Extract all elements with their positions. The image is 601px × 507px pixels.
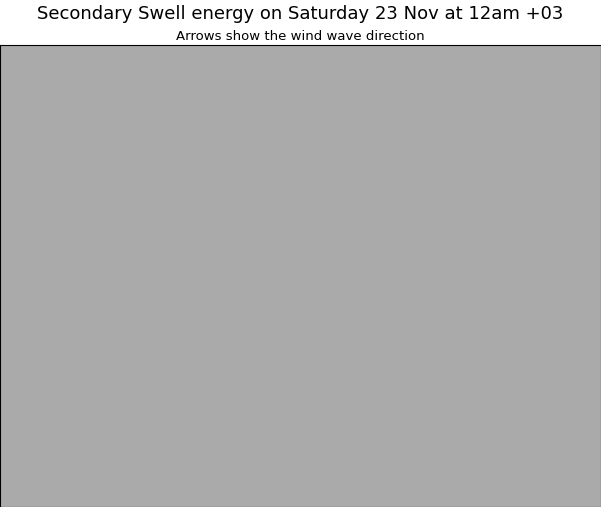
Text: Arrows show the wind wave direction: Arrows show the wind wave direction <box>176 30 425 43</box>
Text: Secondary Swell energy on Saturday 23 Nov at 12am +03: Secondary Swell energy on Saturday 23 No… <box>37 5 564 23</box>
